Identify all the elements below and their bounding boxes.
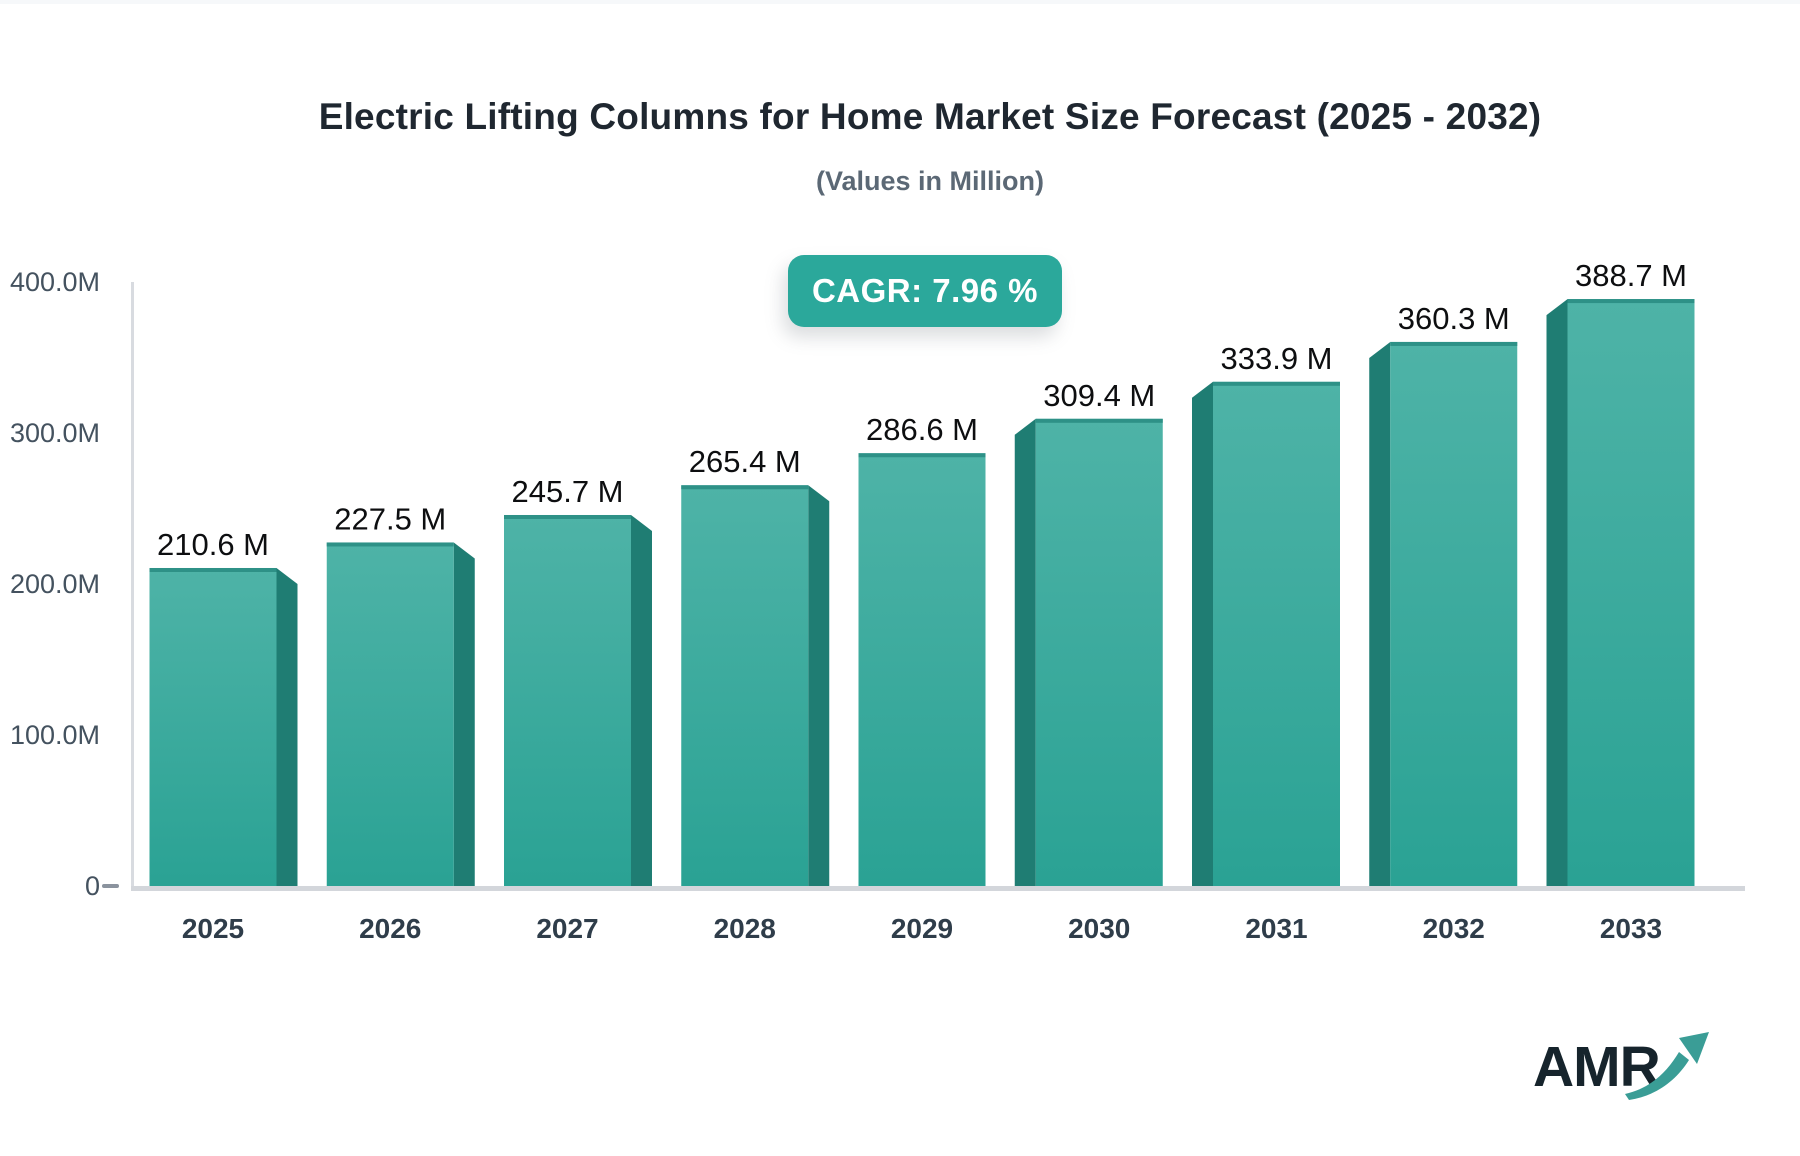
y-axis-tick-label: 200.0M: [10, 569, 100, 599]
bar-2026[interactable]: [326, 542, 454, 886]
bar-value-label: 227.5 M: [334, 501, 446, 536]
bar-side-face: [631, 514, 652, 886]
bar-value-label: 309.4 M: [1043, 378, 1155, 413]
bar-value-label: 388.7 M: [1575, 258, 1687, 293]
y-axis-line: [131, 282, 134, 891]
x-axis-label-2025: 2025: [182, 913, 244, 944]
cagr-badge-label: CAGR: 7.96 %: [811, 272, 1039, 309]
x-axis-label-2030: 2030: [1068, 913, 1130, 944]
bar-top-edge: [858, 453, 986, 458]
y-axis-tick-label: 0: [85, 871, 100, 901]
bar-side-face: [1014, 418, 1036, 886]
bar-2025[interactable]: [149, 567, 277, 886]
x-axis-label-2031: 2031: [1245, 913, 1307, 944]
bar-2030[interactable]: [1035, 418, 1163, 886]
bar-value-label: 333.9 M: [1220, 341, 1332, 376]
logo-growth-arrow-icon: [1625, 1032, 1709, 1100]
zero-tick-dash: [102, 884, 119, 888]
x-axis-label-2032: 2032: [1423, 913, 1485, 944]
bar-2028[interactable]: [681, 485, 809, 886]
bar-top-edge: [504, 514, 631, 519]
bar-top-edge: [149, 567, 277, 572]
x-axis-label-2027: 2027: [536, 913, 598, 944]
x-axis-label-2028: 2028: [714, 913, 776, 944]
bar-2033[interactable]: [1567, 299, 1695, 886]
bar-top-edge: [326, 542, 454, 547]
y-axis-tick-label: 100.0M: [10, 720, 100, 750]
bar-side-face: [1546, 299, 1568, 886]
x-axis-label-2033: 2033: [1600, 913, 1662, 944]
chart-title: Electric Lifting Columns for Home Market…: [318, 96, 1542, 137]
bar-value-label: 360.3 M: [1398, 301, 1510, 336]
chart-subtitle: (Values in Million): [815, 166, 1045, 196]
y-axis-tick-label: 300.0M: [10, 418, 100, 448]
amr-logo-text: AMR: [1533, 1035, 1661, 1099]
bar-value-label: 245.7 M: [511, 474, 623, 509]
bar-side-face: [808, 485, 830, 886]
y-axis-tick-label: 400.0M: [10, 267, 100, 297]
cagr-badge: CAGR: 7.96 %: [788, 255, 1062, 327]
bar-side-face: [276, 567, 298, 886]
bar-side-face: [1369, 341, 1391, 886]
bar-2032[interactable]: [1390, 341, 1518, 886]
bar-side-face: [453, 542, 475, 886]
bar-top-edge: [1390, 341, 1518, 346]
bar-top-edge: [1213, 381, 1340, 386]
amr-logo: AMR: [1533, 1030, 1713, 1110]
bar-value-label: 286.6 M: [866, 412, 978, 447]
bar-top-edge: [1035, 418, 1163, 423]
bar-value-label: 210.6 M: [157, 527, 269, 562]
x-axis-line: [131, 886, 1745, 891]
bar-2029[interactable]: [858, 453, 986, 886]
x-axis-label-2026: 2026: [359, 913, 421, 944]
bar-top-edge: [1567, 299, 1695, 304]
x-axis-label-2029: 2029: [891, 913, 953, 944]
top-strip: [0, 0, 1800, 4]
bar-value-label: 265.4 M: [689, 444, 801, 479]
bar-side-face: [1192, 381, 1213, 886]
bar-2027[interactable]: [504, 514, 631, 886]
bar-2031[interactable]: [1213, 381, 1340, 886]
bar-top-edge: [681, 485, 809, 490]
bar-chart: 400.0M 300.0M 200.0M 100.0M 0 210.6 M 227.5 M 2…: [10, 258, 1745, 944]
